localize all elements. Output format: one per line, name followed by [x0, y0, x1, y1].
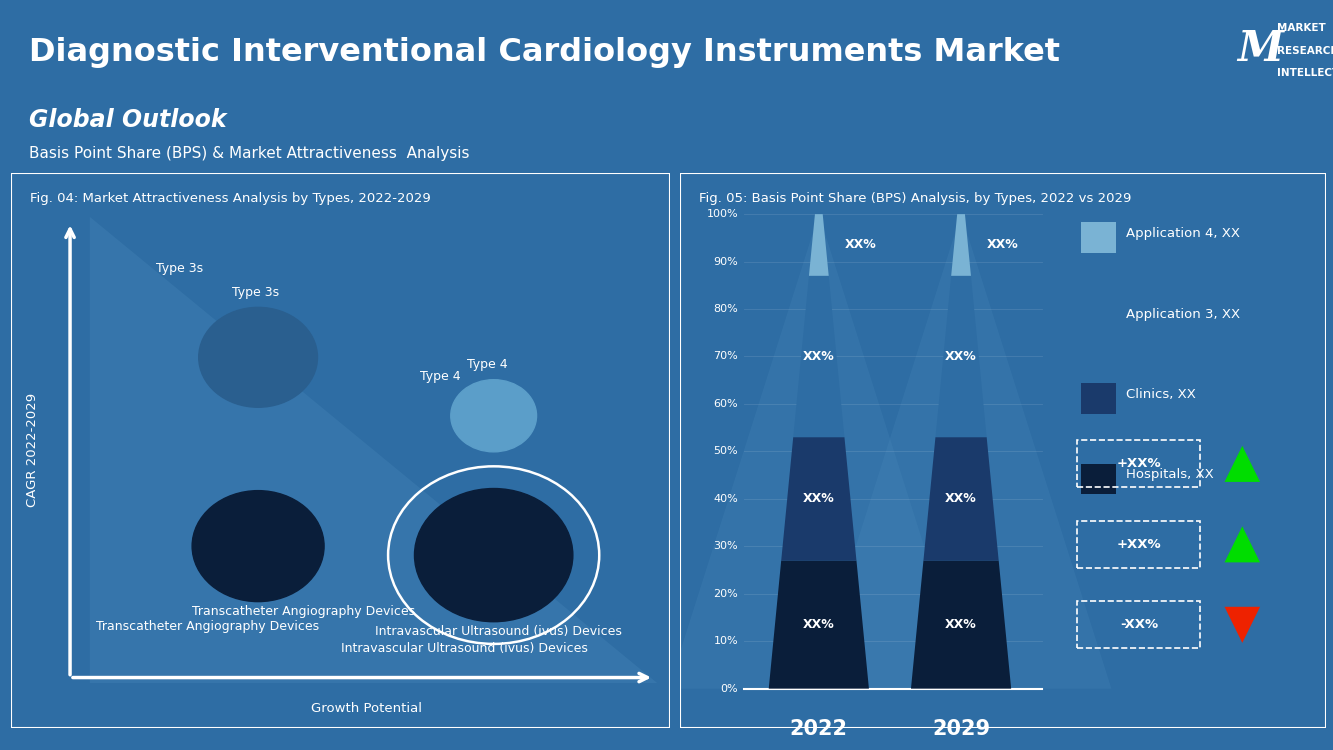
Bar [1081, 223, 1116, 253]
Polygon shape [810, 214, 1112, 689]
Text: Type 3s: Type 3s [156, 262, 203, 275]
Text: Type 4: Type 4 [420, 370, 460, 383]
Text: Application 3, XX: Application 3, XX [1126, 308, 1240, 320]
Polygon shape [669, 214, 969, 689]
Polygon shape [793, 276, 844, 437]
Text: Transcatheter Angiography Devices: Transcatheter Angiography Devices [96, 620, 320, 633]
Text: CAGR 2022-2029: CAGR 2022-2029 [25, 393, 39, 507]
Circle shape [192, 490, 324, 602]
Text: XX%: XX% [945, 618, 977, 631]
Polygon shape [1225, 446, 1260, 482]
Text: XX%: XX% [845, 238, 876, 251]
Bar [1081, 303, 1116, 334]
Text: 50%: 50% [713, 446, 738, 457]
Text: +XX%: +XX% [1117, 538, 1161, 550]
Polygon shape [1225, 607, 1260, 643]
Text: 70%: 70% [713, 352, 738, 362]
Polygon shape [769, 560, 869, 688]
Text: RESEARCH: RESEARCH [1277, 46, 1333, 56]
Text: +XX%: +XX% [1117, 458, 1161, 470]
Text: XX%: XX% [945, 492, 977, 506]
Text: 80%: 80% [713, 304, 738, 314]
Text: INTELLECT: INTELLECT [1277, 68, 1333, 78]
Circle shape [415, 488, 573, 622]
Text: Global Outlook: Global Outlook [29, 108, 227, 132]
Text: Transcatheter Angiography Devices: Transcatheter Angiography Devices [192, 605, 416, 618]
Bar [1081, 464, 1116, 494]
Text: -XX%: -XX% [1120, 618, 1158, 632]
Text: Fig. 05: Basis Point Share (BPS) Analysis, by Types, 2022 vs 2029: Fig. 05: Basis Point Share (BPS) Analysi… [700, 192, 1132, 205]
Text: Hospitals, XX: Hospitals, XX [1126, 469, 1213, 482]
Text: 90%: 90% [713, 256, 738, 266]
Text: 0%: 0% [720, 684, 738, 694]
Text: Basis Point Share (BPS) & Market Attractiveness  Analysis: Basis Point Share (BPS) & Market Attract… [29, 146, 469, 161]
Text: Growth Potential: Growth Potential [312, 702, 423, 715]
Text: XX%: XX% [986, 238, 1018, 251]
Polygon shape [1225, 526, 1260, 562]
Polygon shape [924, 437, 998, 560]
Polygon shape [809, 214, 829, 276]
Text: Fig. 04: Market Attractiveness Analysis by Types, 2022-2029: Fig. 04: Market Attractiveness Analysis … [31, 192, 431, 205]
Polygon shape [910, 560, 1012, 688]
Text: XX%: XX% [945, 350, 977, 363]
Bar [1081, 383, 1116, 414]
Text: Clinics, XX: Clinics, XX [1126, 388, 1196, 401]
Text: XX%: XX% [802, 492, 834, 506]
Polygon shape [781, 437, 856, 560]
Text: 100%: 100% [706, 209, 738, 219]
Text: Intravascular Ultrasound (ivus) Devices: Intravascular Ultrasound (ivus) Devices [341, 642, 588, 656]
Text: XX%: XX% [802, 350, 834, 363]
Text: Type 4: Type 4 [468, 358, 508, 371]
Text: Application 4, XX: Application 4, XX [1126, 227, 1240, 240]
Text: XX%: XX% [802, 618, 834, 631]
Text: 10%: 10% [713, 636, 738, 646]
Polygon shape [936, 276, 986, 437]
Polygon shape [952, 214, 970, 276]
Text: 40%: 40% [713, 494, 738, 504]
Text: Diagnostic Interventional Cardiology Instruments Market: Diagnostic Interventional Cardiology Ins… [29, 38, 1060, 68]
Text: MARKET: MARKET [1277, 23, 1326, 33]
Text: M: M [1237, 28, 1284, 70]
Text: Intravascular Ultrasound (ivus) Devices: Intravascular Ultrasound (ivus) Devices [375, 626, 621, 638]
Text: 30%: 30% [713, 542, 738, 551]
Text: 2029: 2029 [932, 719, 990, 740]
Text: 60%: 60% [713, 399, 738, 409]
Circle shape [451, 380, 537, 452]
Text: 2022: 2022 [790, 719, 848, 740]
Polygon shape [89, 217, 657, 683]
Text: Type 3s: Type 3s [232, 286, 279, 299]
Text: 20%: 20% [713, 589, 738, 598]
Circle shape [199, 308, 317, 407]
